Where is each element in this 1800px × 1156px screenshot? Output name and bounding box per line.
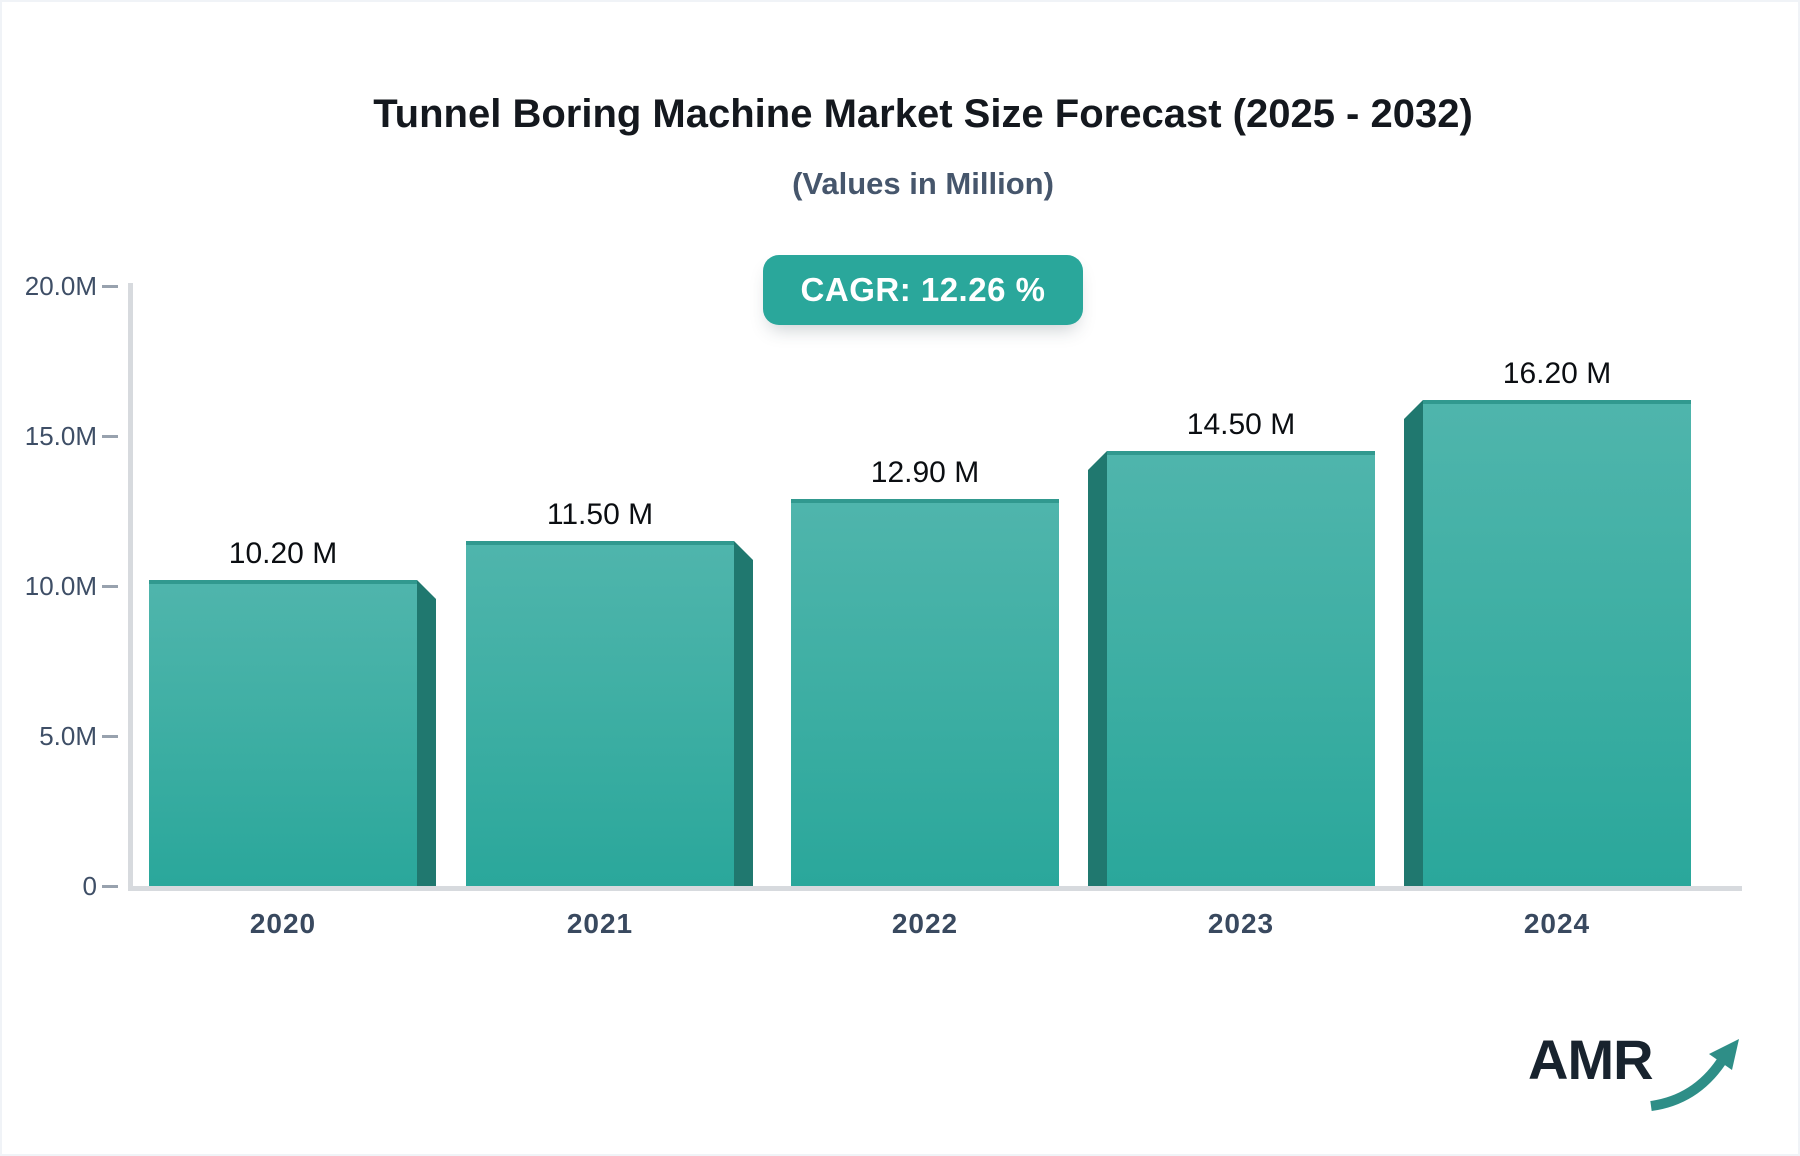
- bar-value-label-2020: 10.20 M: [228, 537, 338, 570]
- bar-value-label-2022: 12.90 M: [870, 456, 980, 489]
- bar-side-face-2021: [734, 541, 753, 886]
- bar-side-face-2023: [1088, 451, 1107, 886]
- bar-2020: [149, 580, 417, 886]
- y-tick-label-10.0M: 10.0M: [24, 571, 97, 601]
- bar-value-label-2023: 14.50 M: [1186, 408, 1296, 441]
- y-tick-label-0: 0: [82, 871, 97, 901]
- x-tick-label-2022: 2022: [891, 908, 959, 939]
- cagr-badge: CAGR: 12.26 %: [762, 255, 1084, 325]
- y-tick-label-20.0M: 20.0M: [24, 271, 97, 301]
- bar-value-label-2024: 16.20 M: [1502, 357, 1612, 390]
- amr-logo: AMR: [1528, 1030, 1757, 1112]
- y-tick-label-15.0M: 15.0M: [24, 421, 97, 451]
- x-tick-label-2024: 2024: [1523, 908, 1591, 939]
- y-tick-mark: [102, 885, 118, 888]
- trend-up-arrow-icon: [1649, 1039, 1739, 1111]
- bar-side-face-2024: [1404, 400, 1423, 886]
- y-tick-mark: [102, 435, 118, 438]
- y-tick-mark: [102, 585, 118, 588]
- x-axis-line: [128, 886, 1742, 891]
- bar-side-face-2020: [417, 580, 436, 886]
- x-tick-label-2021: 2021: [566, 908, 634, 939]
- cagr-badge-wrap: CAGR: 12.26 %: [23, 255, 1800, 325]
- y-tick-mark: [102, 735, 118, 738]
- chart-subtitle: (Values in Million): [792, 166, 1054, 201]
- bar-2024: [1423, 400, 1691, 886]
- y-tick-mark: [102, 285, 118, 288]
- bar-2022: [791, 499, 1059, 886]
- x-tick-label-2023: 2023: [1207, 908, 1275, 939]
- bar-value-label-2021: 11.50 M: [546, 498, 654, 531]
- bar-2023: [1107, 451, 1375, 886]
- y-axis-line: [128, 283, 133, 891]
- x-tick-label-2020: 2020: [249, 908, 317, 939]
- amr-logo-text: AMR: [1528, 1028, 1654, 1091]
- bar-2021: [466, 541, 734, 886]
- y-tick-label-5.0M: 5.0M: [39, 721, 97, 751]
- chart-title: Tunnel Boring Machine Market Size Foreca…: [373, 92, 1473, 136]
